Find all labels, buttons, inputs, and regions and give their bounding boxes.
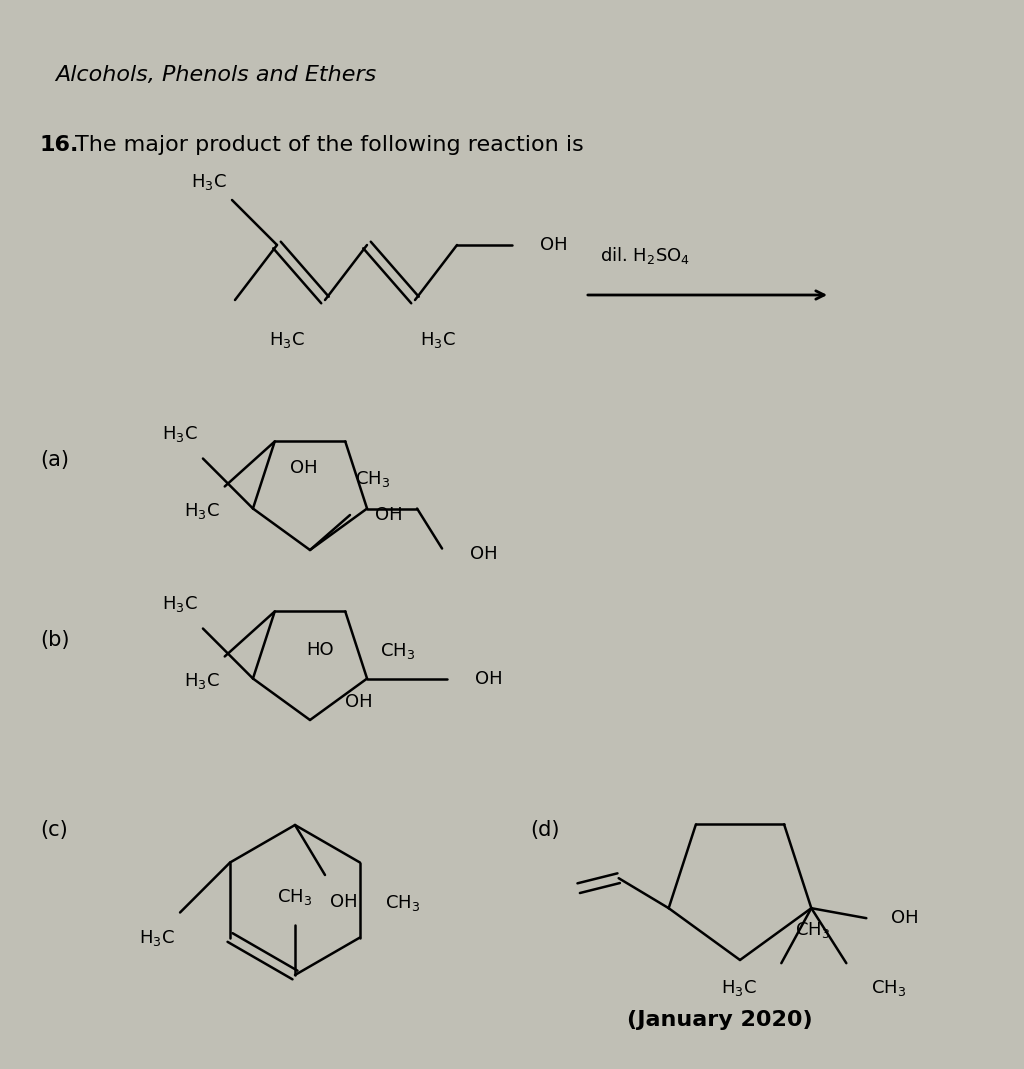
Text: H$_3$C: H$_3$C xyxy=(721,978,757,998)
Text: CH$_3$: CH$_3$ xyxy=(385,893,420,913)
Text: H$_3$C: H$_3$C xyxy=(162,423,198,444)
Text: HO: HO xyxy=(306,641,334,660)
Text: OH: OH xyxy=(375,506,402,524)
Text: H$_3$C: H$_3$C xyxy=(184,671,220,692)
Text: H$_3$C: H$_3$C xyxy=(162,593,198,614)
Text: CH$_3$: CH$_3$ xyxy=(278,887,312,907)
Text: OH: OH xyxy=(540,236,567,254)
Text: OH: OH xyxy=(345,693,373,711)
Text: 16.: 16. xyxy=(40,135,80,155)
Text: OH: OH xyxy=(475,669,503,687)
Text: H$_3$C: H$_3$C xyxy=(139,928,175,947)
Text: OH: OH xyxy=(330,893,357,911)
Text: H$_3$C: H$_3$C xyxy=(191,172,227,192)
Text: (January 2020): (January 2020) xyxy=(627,1010,813,1031)
Text: The major product of the following reaction is: The major product of the following react… xyxy=(75,135,584,155)
Text: CH$_3$: CH$_3$ xyxy=(380,641,416,662)
Text: (a): (a) xyxy=(40,450,69,470)
Text: (c): (c) xyxy=(40,820,68,840)
Text: OH: OH xyxy=(290,460,317,478)
Text: H$_3$C: H$_3$C xyxy=(184,501,220,522)
Text: dil. H$_2$SO$_4$: dil. H$_2$SO$_4$ xyxy=(600,245,690,265)
Text: (b): (b) xyxy=(40,630,70,650)
Text: OH: OH xyxy=(891,909,919,927)
Text: H$_3$C: H$_3$C xyxy=(269,330,305,350)
Text: H$_3$C: H$_3$C xyxy=(420,330,456,350)
Text: CH$_3$: CH$_3$ xyxy=(355,469,390,490)
Text: (d): (d) xyxy=(530,820,559,840)
Text: OH: OH xyxy=(470,544,498,562)
Text: CH$_3$: CH$_3$ xyxy=(795,920,830,940)
Text: CH$_3$: CH$_3$ xyxy=(871,978,906,998)
Text: Alcohols, Phenols and Ethers: Alcohols, Phenols and Ethers xyxy=(55,65,376,86)
